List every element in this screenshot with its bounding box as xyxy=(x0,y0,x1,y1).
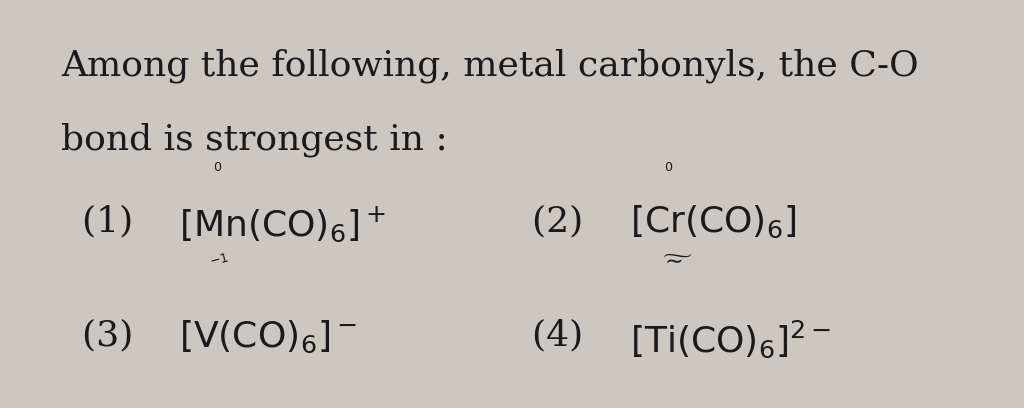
Text: $\mathsf{[Mn(CO)_6]^+}$: $\mathsf{[Mn(CO)_6]^+}$ xyxy=(179,204,386,244)
Text: $\widetilde{\sim}$: $\widetilde{\sim}$ xyxy=(660,251,693,273)
Text: (2): (2) xyxy=(532,204,607,238)
Text: $\mathsf{[Cr(CO)_6]}$: $\mathsf{[Cr(CO)_6]}$ xyxy=(630,204,797,240)
Text: (1): (1) xyxy=(82,204,157,238)
Text: $\mathsf{[Ti(CO)_6]^{2-}}$: $\mathsf{[Ti(CO)_6]^{2-}}$ xyxy=(630,318,831,360)
Text: Among the following, metal carbonyls, the C-O: Among the following, metal carbonyls, th… xyxy=(61,49,920,84)
Text: $^{-1}$: $^{-1}$ xyxy=(209,253,232,275)
Text: (3): (3) xyxy=(82,318,157,352)
Text: (4): (4) xyxy=(532,318,607,352)
Text: bond is strongest in :: bond is strongest in : xyxy=(61,122,449,157)
Text: $\overset{0}{}$: $\overset{0}{}$ xyxy=(664,160,673,177)
Text: $\overset{0}{}$: $\overset{0}{}$ xyxy=(213,160,222,177)
Text: $\mathsf{[V(CO)_6]^-}$: $\mathsf{[V(CO)_6]^-}$ xyxy=(179,318,357,355)
